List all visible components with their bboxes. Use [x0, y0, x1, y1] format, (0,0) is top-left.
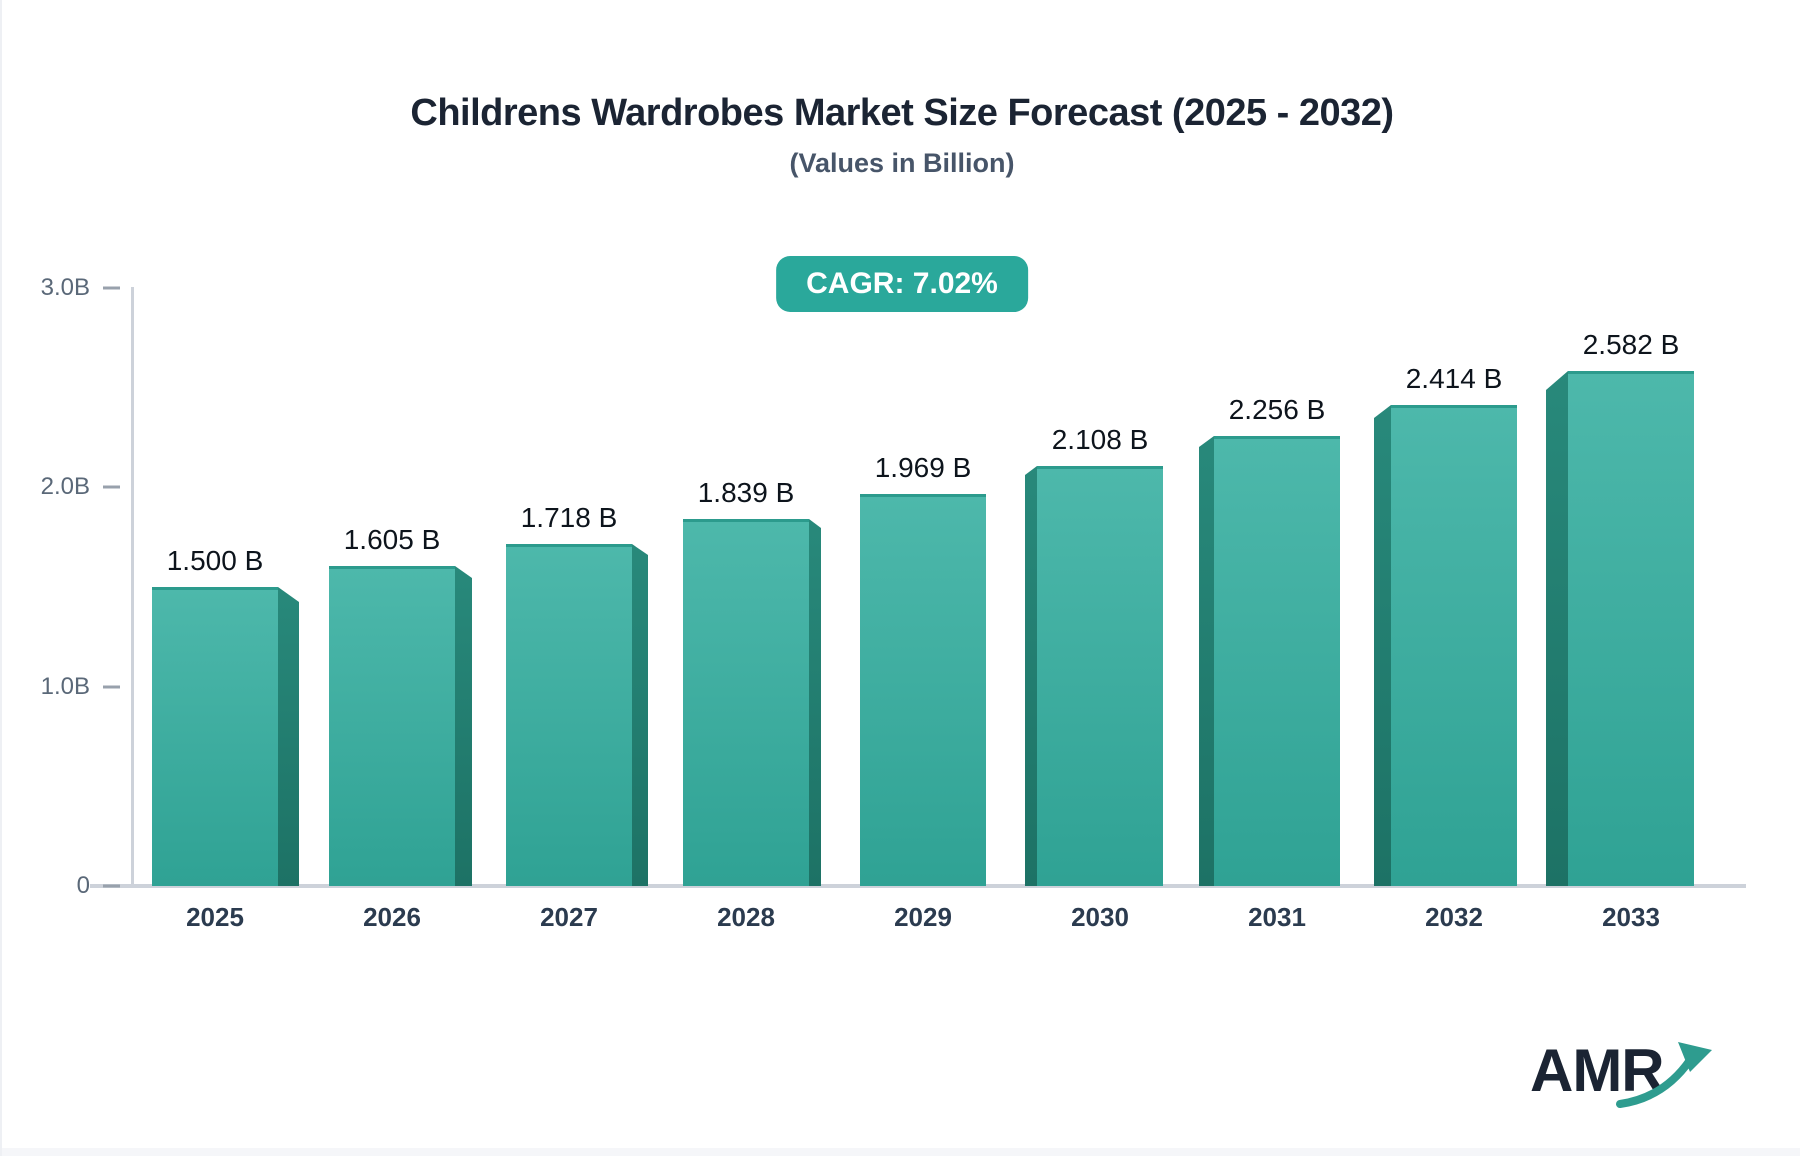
bar-side-face — [1199, 436, 1214, 886]
x-axis-line — [90, 884, 1746, 888]
trend-up-arrow-icon — [1616, 1042, 1712, 1108]
bottom-strip — [2, 1148, 1800, 1156]
bar-face — [1391, 405, 1517, 886]
y-axis-tick-label: 3.0B — [40, 274, 90, 302]
x-axis-year-label: 2026 — [363, 902, 421, 932]
page-title: Childrens Wardrobes Market Size Forecast… — [410, 92, 1394, 134]
x-axis-year-label: 2033 — [1602, 902, 1660, 932]
y-axis-tick-mark — [103, 884, 120, 888]
y-axis-line — [131, 287, 134, 888]
page-subtitle: (Values in Billion) — [789, 148, 1015, 178]
cagr-badge: CAGR: 7.02% — [776, 256, 1028, 312]
bar-side-face — [1025, 466, 1037, 886]
bar-face — [329, 566, 455, 886]
bar-value-label: 2.256 B — [1228, 394, 1326, 425]
y-axis-tick-label: 0 — [76, 872, 90, 899]
bar-side-face — [278, 587, 299, 886]
bar-side-face — [1546, 371, 1568, 886]
bar-face — [506, 544, 632, 886]
bar-face — [683, 519, 809, 886]
bar-value-label: 1.969 B — [874, 452, 972, 483]
x-axis-year-label: 2031 — [1248, 902, 1306, 932]
bar-value-label: 1.718 B — [520, 502, 618, 533]
bar-face — [1214, 436, 1340, 886]
y-axis-tick-label: 1.0B — [40, 672, 90, 700]
amr-logo: AMR — [1530, 1034, 1720, 1114]
bar-face — [860, 494, 986, 886]
x-axis-year-label: 2028 — [717, 902, 775, 932]
y-axis-tick-label: 2.0B — [40, 473, 90, 501]
bar-face — [152, 587, 278, 886]
x-axis-year-label: 2032 — [1425, 902, 1483, 932]
bar-value-label: 2.582 B — [1582, 329, 1680, 360]
amr-logo-text: AMR — [1530, 1037, 1665, 1104]
bar-value-label: 2.108 B — [1051, 424, 1149, 455]
bar-value-label: 1.500 B — [166, 545, 264, 576]
bar-value-label: 1.605 B — [343, 524, 441, 555]
bar-value-label: 1.839 B — [697, 477, 795, 508]
x-axis-year-label: 2029 — [894, 902, 952, 932]
bar-face — [1037, 466, 1163, 886]
bar-side-face — [809, 519, 821, 886]
x-axis-year-label: 2027 — [540, 902, 598, 932]
bar-side-face — [632, 544, 648, 886]
bar-side-face — [455, 566, 472, 886]
bar-face — [1568, 371, 1694, 886]
x-axis-year-label: 2025 — [186, 902, 244, 932]
bar-value-label: 2.414 B — [1405, 363, 1503, 394]
x-axis-year-label: 2030 — [1071, 902, 1129, 932]
y-axis-tick-mark — [103, 286, 120, 290]
bar-side-face — [1374, 405, 1391, 886]
y-axis-tick-mark — [103, 685, 120, 689]
y-axis-tick-mark — [103, 485, 120, 489]
